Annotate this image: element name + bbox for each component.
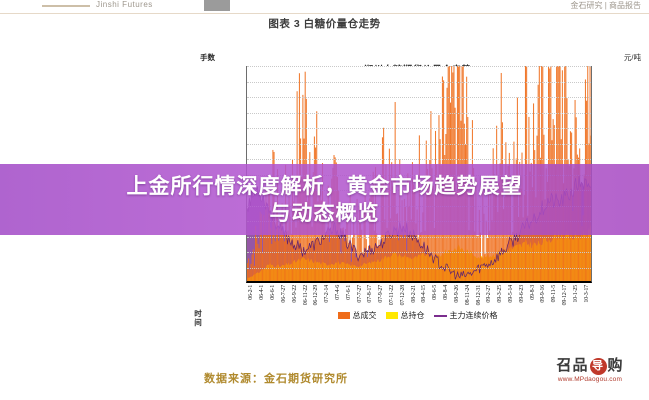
x-axis-tick: 09-2-27 <box>486 285 493 303</box>
header-divider <box>0 13 649 14</box>
y-axis-right-tickmark <box>591 147 592 148</box>
legend-line-swatch <box>433 314 447 317</box>
header-brand-text: Jinshi Futures <box>96 0 153 9</box>
x-axis-tick: 08-4-15 <box>421 285 428 303</box>
y-axis-left-tickmark <box>246 252 247 253</box>
header-rule <box>42 5 90 7</box>
headline-line-1: 上金所行情深度解析，黄金市场趋势展望 <box>126 174 523 198</box>
y-axis-right-tickmark <box>591 269 592 270</box>
x-axis-tick: 07-11-22 <box>389 285 395 306</box>
y-axis-left-tickmark <box>246 97 247 98</box>
x-axis-tick: 07-8-17 <box>367 285 374 303</box>
header-section-text: 金石研究 | 商品报告 <box>570 1 641 10</box>
gridline <box>247 159 591 160</box>
x-axis-tick: 09-12-17 <box>562 285 568 306</box>
legend-item[interactable]: 总成交 <box>337 310 377 321</box>
x-axis-tick: 08-8-4 <box>443 285 449 300</box>
header-block-decoration <box>204 0 230 11</box>
x-axis-tick: 09-3-25 <box>497 285 504 303</box>
legend-item[interactable]: 总持仓 <box>385 310 425 321</box>
gridline <box>247 81 591 83</box>
x-axis-tick: 06-12-29 <box>313 285 320 306</box>
x-axis-tick: 07-7-27 <box>356 285 363 303</box>
x-axis-tick: 08-2-21 <box>410 285 417 303</box>
watermark-mark-icon: 导 <box>589 357 607 375</box>
y-axis-left-tickmark <box>246 283 247 284</box>
y-axis-right-tickmark <box>591 106 592 107</box>
y-axis-left-tickmark <box>246 159 247 160</box>
watermark-brand-part2: 购 <box>607 357 624 374</box>
x-axis-tick: 10-1-25 <box>572 285 579 303</box>
y-axis-right-tickmark <box>591 255 592 256</box>
y-axis-left-tickmark <box>246 128 247 129</box>
data-source-text: 数据来源：金石期货研究所 <box>204 373 348 385</box>
figure-caption: 图表 3 白糖价量仓走势 <box>268 18 381 30</box>
y-axis-left-tickmark <box>246 112 247 113</box>
y-axis-right-tickmark <box>591 160 592 161</box>
y-axis-right-tickmark <box>591 66 592 67</box>
x-axis-tick: 08-6-5 <box>432 285 439 300</box>
watermark-brand-part1: 召品 <box>556 357 589 374</box>
headline-line-2: 与动态概览 <box>269 201 380 225</box>
gridline <box>247 66 591 67</box>
legend-label: 总成交 <box>352 311 377 320</box>
x-axis-tick: 06-11-22 <box>302 285 309 306</box>
y-axis-left-tickmark <box>246 66 247 67</box>
x-axis-tick: 06-4-1 <box>259 285 266 300</box>
y-axis-left-tickmark <box>246 267 247 268</box>
gridline <box>247 97 591 98</box>
legend-color-swatch <box>337 312 350 319</box>
gridline <box>247 112 591 114</box>
x-axis-tick: 07-4-6 <box>334 285 341 300</box>
legend-color-swatch <box>385 312 398 319</box>
legend-item[interactable]: 主力连续价格 <box>433 310 498 321</box>
x-axis-tick: 09-5-14 <box>507 285 514 303</box>
y-axis-right-tickmark <box>591 120 592 121</box>
watermark-url: www.MPdaogou.com <box>557 375 623 383</box>
y-axis-right-tickmark <box>591 133 592 134</box>
headline-overlay-band <box>0 164 649 235</box>
x-axis-tick: 06-7-27 <box>280 285 287 303</box>
y-axis-left-tickmark <box>246 143 247 144</box>
y-axis-left-tickmark <box>246 81 247 82</box>
chart-legend: 总成交 总持仓 主力连续价格 <box>186 310 649 321</box>
legend-label: 主力连续价格 <box>449 311 498 320</box>
gridline <box>247 267 591 269</box>
y-axis-right-unit: 元/吨 <box>623 53 641 62</box>
x-axis-tick: 07-2-14 <box>324 285 331 303</box>
x-axis-tick: 09-11-5 <box>551 285 558 303</box>
gridline <box>247 236 591 238</box>
site-watermark: 召品 导 购 www.MPdaogou.com <box>541 352 639 388</box>
x-axis-tick: 07-12-28 <box>399 285 406 306</box>
x-axis-tick: 08-12-31 <box>475 285 482 306</box>
document-header: Jinshi Futures 金石研究 | 商品报告 <box>0 0 649 13</box>
gridline <box>247 128 591 129</box>
x-axis-tick: 08-11-24 <box>464 285 471 306</box>
x-axis-tick: 06-9-22 <box>291 285 298 303</box>
x-axis-tick: 08-9-26 <box>453 285 460 303</box>
y-axis-right-tickmark <box>591 283 592 284</box>
x-axis-tick: 10-3-17 <box>583 285 590 303</box>
watermark-brand: 召品 导 购 <box>556 357 624 375</box>
x-axis-tick: 09-6-23 <box>518 285 525 303</box>
gridline <box>247 143 591 145</box>
y-axis-left-unit: 手数 <box>200 53 215 62</box>
x-axis-tick: 06-6-1 <box>270 285 276 300</box>
y-axis-right-tickmark <box>591 93 592 94</box>
x-axis-tick: 07-9-27 <box>378 285 385 303</box>
headline-overlay: 上金所行情深度解析，黄金市场趋势展望 与动态概览 <box>0 164 649 235</box>
x-axis-tick: 09-9-16 <box>540 285 547 303</box>
x-axis-tick: 06-2-1 <box>248 285 255 300</box>
x-axis-tick: 07-6-1 <box>345 285 352 300</box>
legend-label: 总持仓 <box>400 311 425 320</box>
y-axis-right-tickmark <box>591 79 592 80</box>
y-axis-right-tickmark <box>591 242 592 243</box>
y-axis-left-tickmark <box>246 236 247 237</box>
gridline <box>247 252 591 253</box>
x-axis-label: 时间 <box>194 309 202 327</box>
x-axis-tick: 09-8-3 <box>529 285 536 300</box>
